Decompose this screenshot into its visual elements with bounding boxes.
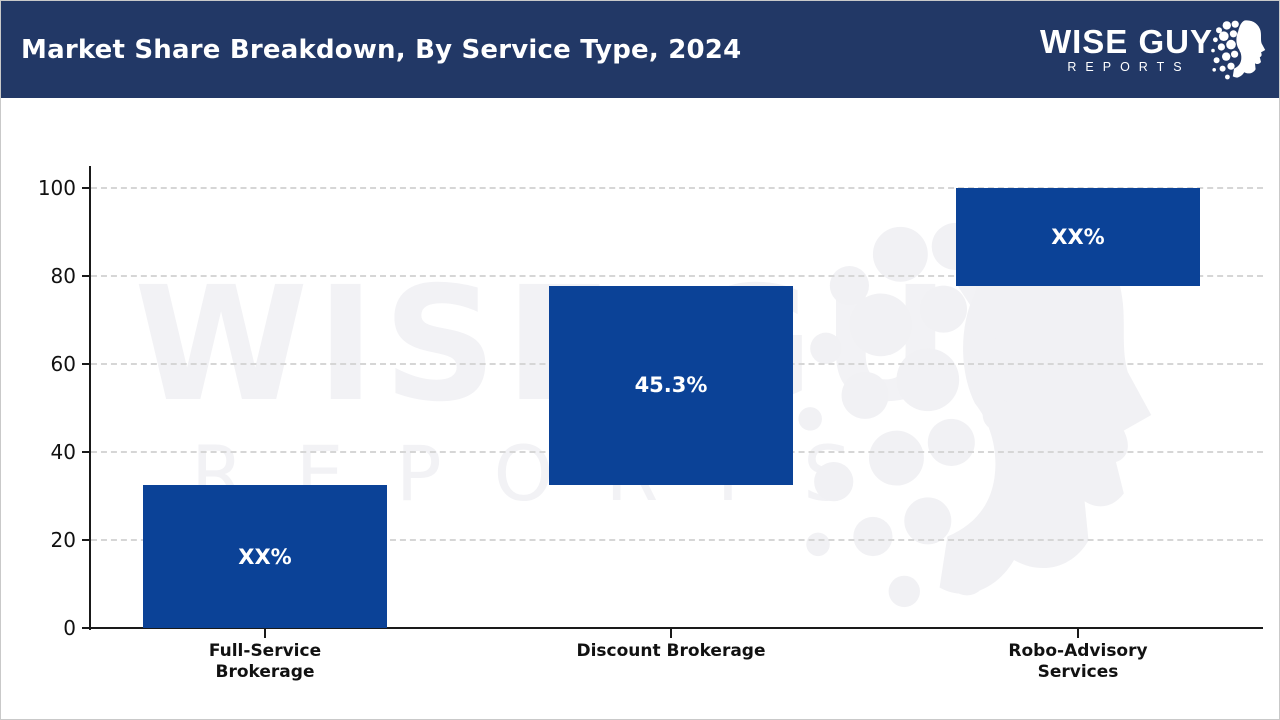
gridline-100 (91, 187, 1263, 189)
category-label-line: Full-Service (208, 641, 322, 661)
y-tick-20 (82, 539, 89, 541)
gridline-80 (91, 275, 1263, 277)
category-label: Discount Brokerage (511, 641, 831, 662)
y-tick-80 (82, 275, 89, 277)
y-tick-label: 40 (50, 440, 76, 464)
y-tick-60 (82, 363, 89, 365)
y-tick-label: 20 (50, 528, 76, 552)
bar-value-label: XX% (1051, 224, 1105, 249)
header-bar: Market Share Breakdown, By Service Type,… (1, 1, 1279, 98)
x-tick-3 (1077, 629, 1079, 638)
y-tick-label: 0 (63, 616, 76, 640)
y-tick-100 (82, 187, 89, 189)
y-tick-40 (82, 451, 89, 453)
wise-guy-logo: WISE GUY REPORTS (1040, 16, 1267, 84)
y-tick-label: 60 (50, 352, 76, 376)
category-label: Full-Service Brokerage (105, 641, 425, 683)
bar-value-label: 45.3% (634, 373, 708, 398)
bar-value-label: XX% (238, 544, 292, 569)
x-tick-2 (670, 629, 672, 638)
bar-1: XX% (143, 485, 387, 628)
x-axis (89, 627, 1263, 629)
category-label-line: Brokerage (215, 662, 315, 682)
category-label: Robo-Advisory Services (918, 641, 1238, 683)
x-tick-1 (264, 629, 266, 638)
page-title: Market Share Breakdown, By Service Type,… (21, 34, 742, 65)
gridline-20 (91, 539, 1263, 541)
logo-subtitle: REPORTS (1067, 60, 1191, 75)
category-label-line: Discount Brokerage (576, 641, 766, 661)
bar-3: XX% (956, 188, 1200, 286)
y-tick-0 (82, 627, 89, 629)
logo-wordmark: WISE GUY (1039, 22, 1213, 60)
y-tick-label: 80 (50, 264, 76, 288)
category-label-line: Services (1037, 662, 1119, 682)
bar-2: 45.3% (549, 285, 793, 485)
dotted-head-icon (1207, 16, 1267, 84)
y-axis (89, 166, 91, 630)
y-tick-label: 100 (37, 176, 76, 200)
category-label-line: Robo-Advisory (1008, 641, 1148, 661)
logo-text: WISE GUY REPORTS (1039, 22, 1213, 75)
